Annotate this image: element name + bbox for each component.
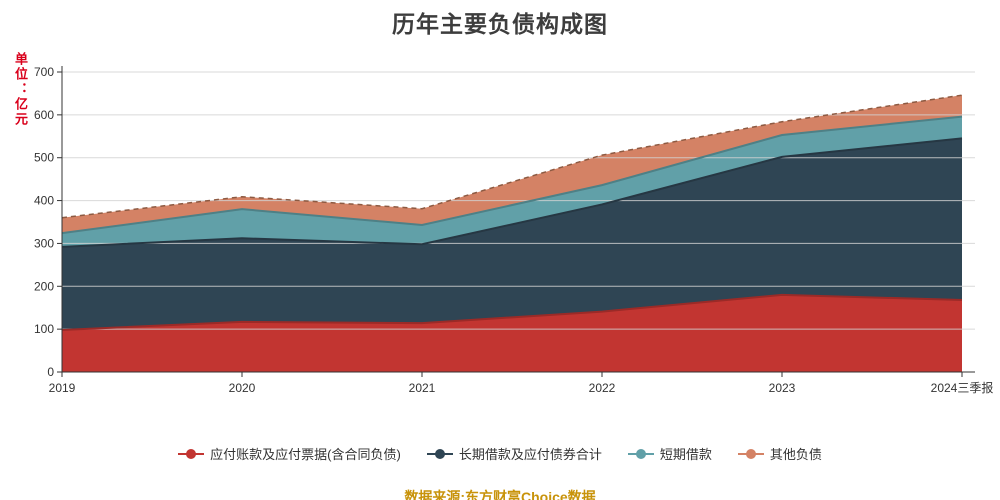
legend-label: 其他负债 — [769, 447, 822, 462]
y-tick-label: 600 — [34, 108, 54, 122]
y-tick-label: 100 — [34, 322, 54, 336]
y-tick-label: 700 — [34, 65, 54, 79]
area-series-1 — [62, 294, 962, 372]
legend: 应付账款及应付票据(含合同负债) 长期借款及应付债券合计 短期借款 其他负债 — [0, 444, 1000, 463]
x-tick-label: 2022 — [589, 381, 616, 395]
legend-item-4[interactable]: 其他负债 — [737, 444, 822, 463]
y-tick-label: 200 — [34, 279, 54, 293]
legend-item-1[interactable]: 应付账款及应付票据(含合同负债) — [178, 444, 401, 463]
watermark-text: 数据来源:东方财富Choice数据 — [404, 489, 596, 500]
series-line-2 — [61, 137, 963, 248]
series-line-3 — [61, 115, 963, 235]
legend-label: 应付账款及应付票据(含合同负债) — [210, 447, 401, 462]
chart-title: 历年主要负债构成图 — [392, 11, 608, 37]
x-tick-label: 2020 — [229, 381, 256, 395]
legend-item-2[interactable]: 长期借款及应付债券合计 — [426, 444, 602, 463]
x-tick-label: 2021 — [409, 381, 436, 395]
legend-label: 短期借款 — [659, 447, 712, 462]
x-tick-label: 2019 — [49, 381, 76, 395]
line-series-icon — [426, 448, 453, 460]
legend-label: 长期借款及应付债券合计 — [458, 447, 602, 462]
y-tick-label: 500 — [34, 151, 54, 165]
line-series-icon — [737, 448, 764, 460]
y-axis-unit-label: 单位：亿元 — [13, 52, 28, 127]
y-tick-label: 300 — [34, 236, 54, 250]
y-tick-label: 400 — [34, 194, 54, 208]
x-tick-label: 2023 — [769, 381, 796, 395]
series-line-1 — [61, 293, 963, 331]
y-tick-label: 0 — [47, 365, 54, 379]
area-series-2 — [62, 138, 962, 330]
area-series-3 — [62, 116, 962, 247]
line-series-icon — [627, 448, 654, 460]
x-tick-label: 2024三季报 — [931, 380, 994, 395]
line-series-icon — [178, 448, 205, 460]
legend-item-3[interactable]: 短期借款 — [627, 444, 712, 463]
